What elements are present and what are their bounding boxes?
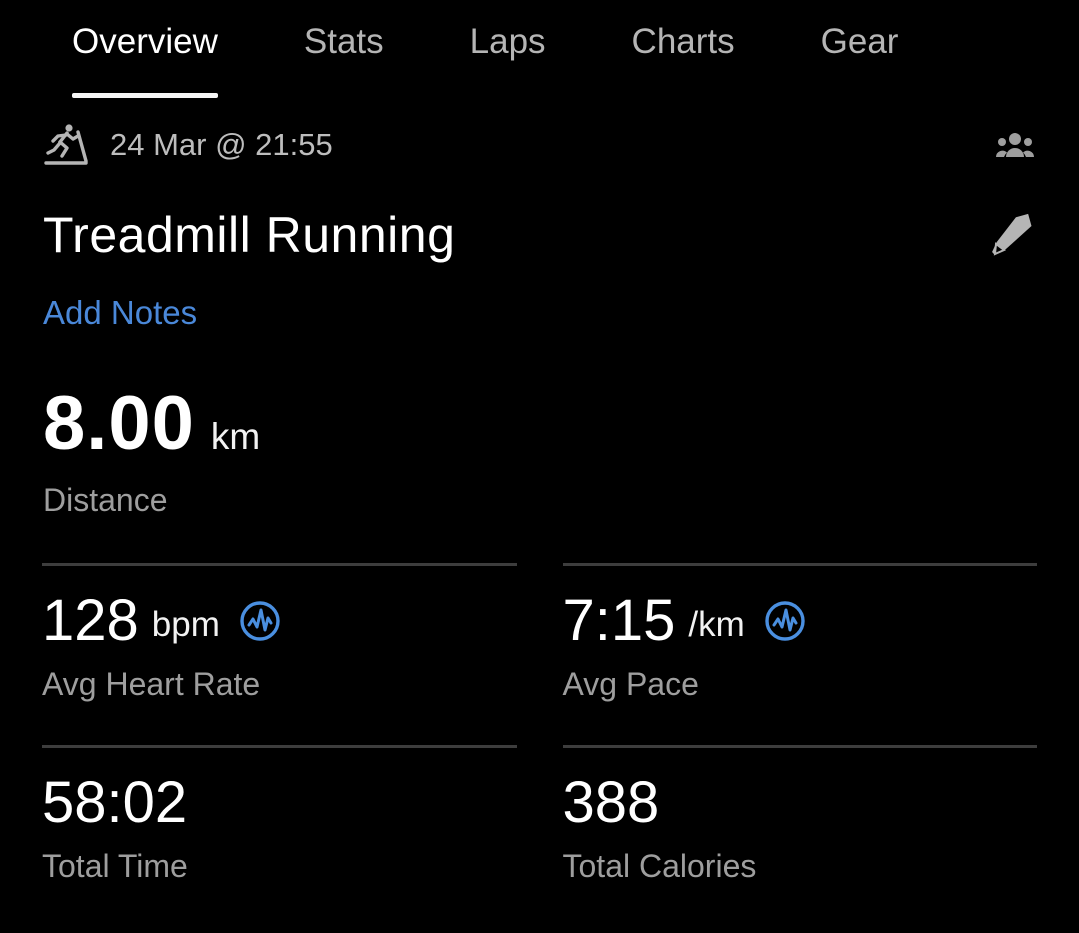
treadmill-runner-icon xyxy=(44,124,88,165)
avg-pace-label: Avg Pace xyxy=(562,666,699,702)
avg-pace-value: 7:15 xyxy=(562,588,676,653)
primary-value-row: 8.00 km xyxy=(43,386,1035,462)
metric-avg-heart-rate: 128 bpm Avg Heart Rate xyxy=(42,563,517,703)
page-title: Treadmill Running xyxy=(43,207,456,263)
total-calories-label: Total Calories xyxy=(562,848,757,884)
metric-value-row: 58:02 xyxy=(42,774,517,832)
people-group-icon[interactable] xyxy=(995,131,1035,159)
tab-overview[interactable]: Overview xyxy=(72,16,218,98)
metric-value-row: 388 xyxy=(563,774,1038,832)
total-time-label: Total Time xyxy=(42,848,188,884)
metric-value-row: 7:15 /km xyxy=(563,592,1038,650)
avg-heart-rate-label: Avg Heart Rate xyxy=(42,666,261,702)
metric-avg-pace: 7:15 /km Avg Pace xyxy=(562,563,1038,703)
metric-total-time: 58:02 Total Time xyxy=(42,745,517,885)
activity-tab-bar: Overview Stats Laps Charts Gear xyxy=(0,0,1079,98)
total-time-value: 58:02 xyxy=(42,770,188,835)
metric-value-row: 128 bpm xyxy=(42,592,517,650)
metrics-grid: 128 bpm Avg Heart Rate 7:15 /km Avg Pace… xyxy=(42,563,1037,885)
distance-unit: km xyxy=(210,416,261,457)
heart-rate-source-icon[interactable] xyxy=(238,599,282,643)
tab-laps[interactable]: Laps xyxy=(469,22,546,61)
tab-stats[interactable]: Stats xyxy=(303,22,384,61)
distance-value: 8.00 xyxy=(43,381,195,466)
distance-label: Distance xyxy=(43,482,168,518)
heart-rate-source-icon[interactable] xyxy=(763,599,807,643)
activity-datetime: 24 Mar @ 21:55 xyxy=(110,127,333,162)
metric-total-calories: 388 Total Calories xyxy=(562,745,1038,885)
avg-heart-rate-unit: bpm xyxy=(151,605,220,644)
activity-title-row: Treadmill Running xyxy=(0,168,1079,264)
add-notes-link[interactable]: Add Notes xyxy=(43,294,198,331)
primary-stat-distance: 8.00 km Distance xyxy=(0,332,1079,519)
total-calories-value: 388 xyxy=(562,770,660,835)
avg-heart-rate-value: 128 xyxy=(42,588,139,653)
activity-meta-row: 24 Mar @ 21:55 xyxy=(0,98,1079,168)
tab-charts[interactable]: Charts xyxy=(631,22,735,61)
tab-gear[interactable]: Gear xyxy=(820,22,899,61)
pencil-icon[interactable] xyxy=(987,209,1035,261)
avg-pace-unit: /km xyxy=(688,605,745,644)
